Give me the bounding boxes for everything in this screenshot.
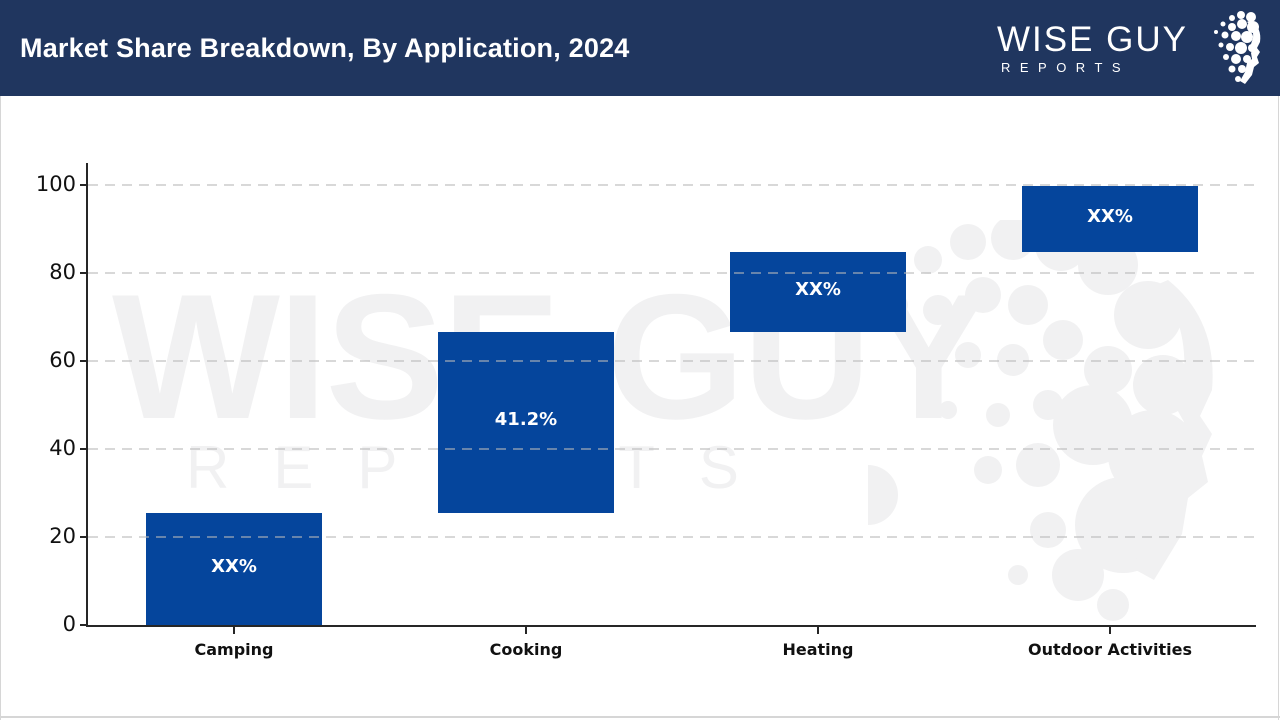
gridline (88, 184, 1256, 186)
y-tick-label: 100 (35, 172, 76, 196)
bar-value-label: XX% (795, 278, 841, 300)
y-tick (80, 272, 88, 274)
y-tick (80, 448, 88, 450)
y-tick (80, 536, 88, 538)
y-tick-label: 60 (49, 348, 76, 372)
chart-title: Market Share Breakdown, By Application, … (20, 32, 630, 63)
y-tick (80, 360, 88, 362)
x-tick (1109, 625, 1111, 634)
gridline (88, 272, 1256, 274)
x-tick-label: Cooking (489, 640, 563, 659)
x-tick (525, 625, 527, 634)
bar-value-label: 41.2% (494, 409, 558, 431)
bar-value-label: XX% (1087, 205, 1133, 227)
watermark-head-icon (868, 220, 1213, 621)
header-bar: Market Share Breakdown, By Application, … (0, 0, 1280, 96)
right-border (1278, 96, 1279, 720)
bar (730, 251, 906, 332)
wiseguy-logo-text: WISE GUY REPORTS (997, 22, 1188, 75)
wiseguy-head-icon (1214, 11, 1261, 84)
bottom-border (0, 716, 1280, 718)
x-tick-label: Heating (782, 640, 854, 659)
bar (1022, 185, 1198, 252)
y-tick (80, 624, 88, 626)
y-tick-label: 80 (49, 260, 76, 284)
logo-subtitle: REPORTS (1000, 59, 1131, 75)
y-tick-label: 20 (49, 524, 76, 548)
y-tick (80, 184, 88, 186)
y-axis-line (86, 163, 88, 627)
wiseguy-logo: WISE GUY REPORTS (997, 10, 1262, 86)
x-axis-line (86, 625, 1256, 627)
gridline (88, 448, 1256, 450)
bar (146, 512, 322, 625)
y-tick-label: 0 (62, 612, 76, 636)
gridline (88, 360, 1256, 362)
x-tick (817, 625, 819, 634)
x-tick-label: Camping (194, 640, 274, 659)
x-tick (233, 625, 235, 634)
left-border (0, 96, 1, 720)
gridline (88, 536, 1256, 538)
x-tick-label: Outdoor Activities (1028, 640, 1192, 659)
logo-wordmark: WISE GUY (996, 19, 1188, 59)
y-tick-label: 40 (49, 436, 76, 460)
bar-value-label: XX% (211, 555, 257, 577)
